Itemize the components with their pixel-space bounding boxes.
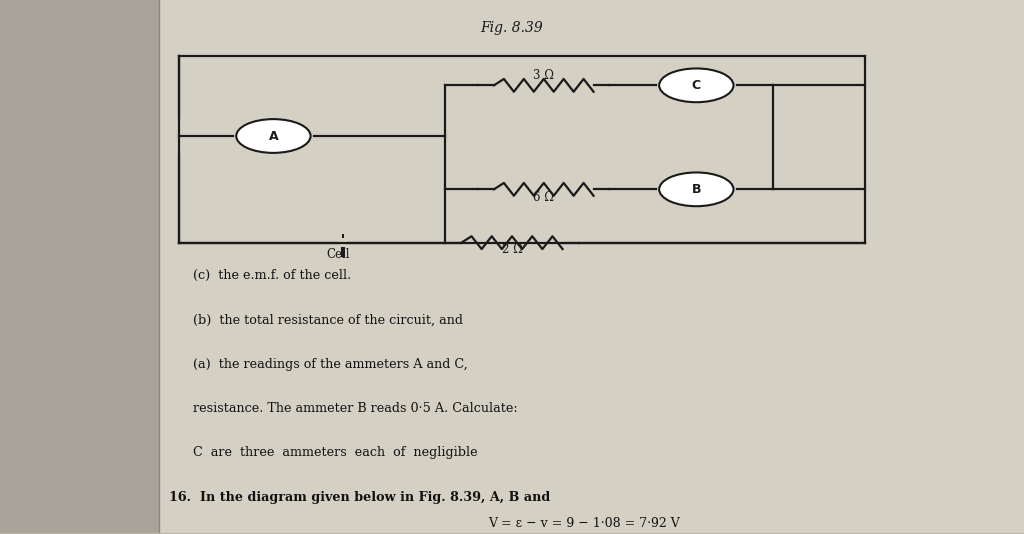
Text: (c)  the e.m.f. of the cell.: (c) the e.m.f. of the cell. (169, 269, 351, 282)
Text: 16.  In the diagram given below in Fig. 8.39, A, B and: 16. In the diagram given below in Fig. 8… (169, 491, 550, 504)
Text: (a)  the readings of the ammeters A and C,: (a) the readings of the ammeters A and C… (169, 358, 468, 371)
Text: A: A (268, 130, 279, 143)
Text: resistance. The ammeter B reads 0·5 A. Calculate:: resistance. The ammeter B reads 0·5 A. C… (169, 402, 518, 415)
Text: 3 Ω: 3 Ω (534, 69, 554, 82)
Text: 6 Ω: 6 Ω (534, 191, 554, 204)
FancyBboxPatch shape (159, 0, 1024, 533)
Text: C: C (692, 79, 700, 92)
Text: V = ε − v = 9 − 1·08 = 7·92 V: V = ε − v = 9 − 1·08 = 7·92 V (487, 517, 680, 530)
Text: B: B (691, 183, 701, 196)
Text: (b)  the total resistance of the circuit, and: (b) the total resistance of the circuit,… (169, 313, 463, 327)
Text: C  are  three  ammeters  each  of  negligible: C are three ammeters each of negligible (169, 446, 477, 459)
Text: Cell: Cell (327, 248, 349, 261)
Ellipse shape (659, 172, 733, 206)
FancyBboxPatch shape (0, 0, 159, 533)
Text: 2 Ω: 2 Ω (502, 243, 522, 256)
Ellipse shape (659, 68, 733, 102)
Text: Fig. 8.39: Fig. 8.39 (480, 21, 544, 35)
Ellipse shape (237, 119, 310, 153)
